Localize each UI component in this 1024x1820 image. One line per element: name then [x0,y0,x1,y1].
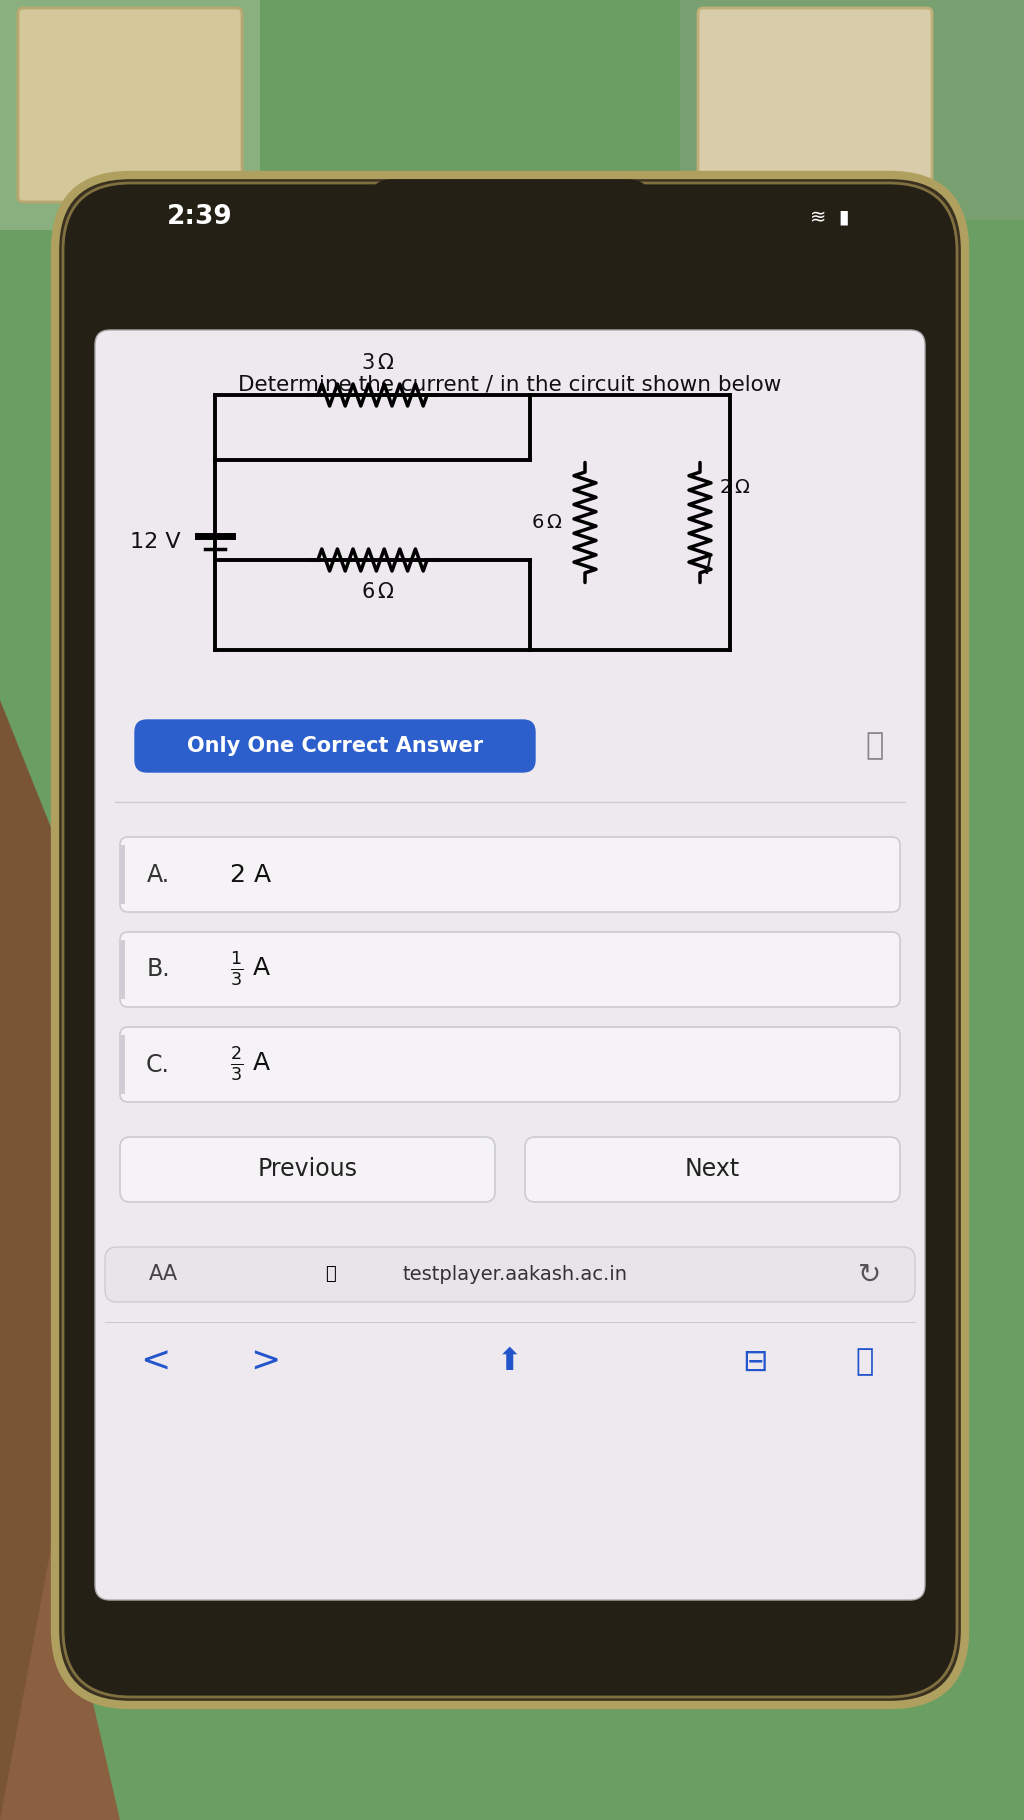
Text: testplayer.aakash.ac.in: testplayer.aakash.ac.in [402,1265,628,1283]
Text: $\frac{1}{3}$ A: $\frac{1}{3}$ A [230,950,271,988]
Text: $6\,\Omega$: $6\,\Omega$ [531,513,563,531]
FancyBboxPatch shape [55,175,965,1705]
Text: Previous: Previous [257,1158,357,1181]
Text: $3\,\Omega$: $3\,\Omega$ [360,353,394,373]
Text: $I$: $I$ [703,555,712,579]
Text: 🔒: 🔒 [325,1265,336,1283]
Text: 2:39: 2:39 [167,204,232,229]
Text: $6\,\Omega$: $6\,\Omega$ [360,582,394,602]
Text: 2 A: 2 A [230,863,271,886]
Polygon shape [0,601,120,1820]
Text: ⬜: ⬜ [856,1347,874,1376]
Text: >: > [250,1345,281,1380]
FancyBboxPatch shape [370,180,650,229]
Text: ↻: ↻ [858,1261,882,1289]
Text: A.: A. [146,863,170,886]
Text: B.: B. [146,957,170,981]
FancyBboxPatch shape [63,184,957,1696]
Bar [120,939,125,999]
Text: AA: AA [148,1265,177,1285]
Text: Next: Next [685,1158,740,1181]
FancyBboxPatch shape [525,1138,900,1201]
FancyBboxPatch shape [120,1026,900,1101]
FancyBboxPatch shape [698,7,932,191]
FancyBboxPatch shape [95,329,925,1600]
Text: 12 V: 12 V [130,533,180,553]
FancyBboxPatch shape [18,7,242,202]
FancyBboxPatch shape [120,837,900,912]
Text: Only One Correct Answer: Only One Correct Answer [187,735,483,755]
Bar [120,1036,125,1094]
Text: ⊟: ⊟ [742,1347,768,1376]
FancyBboxPatch shape [135,721,535,772]
Text: Determine the current / in the circuit shown below: Determine the current / in the circuit s… [239,375,781,395]
Text: $2\,\Omega$: $2\,\Omega$ [719,479,751,497]
Text: ⓘ: ⓘ [866,732,884,761]
FancyBboxPatch shape [120,932,900,1006]
FancyBboxPatch shape [120,1138,495,1201]
Text: ≋  ▮: ≋ ▮ [810,207,850,226]
Bar [680,0,1024,220]
FancyBboxPatch shape [105,1247,915,1301]
Text: $\frac{2}{3}$ A: $\frac{2}{3}$ A [230,1046,271,1083]
Bar [120,844,125,905]
Text: C.: C. [146,1052,170,1076]
Bar [0,0,260,229]
Text: ⬆: ⬆ [498,1347,522,1376]
Text: <: < [140,1345,170,1380]
Polygon shape [0,701,100,1820]
